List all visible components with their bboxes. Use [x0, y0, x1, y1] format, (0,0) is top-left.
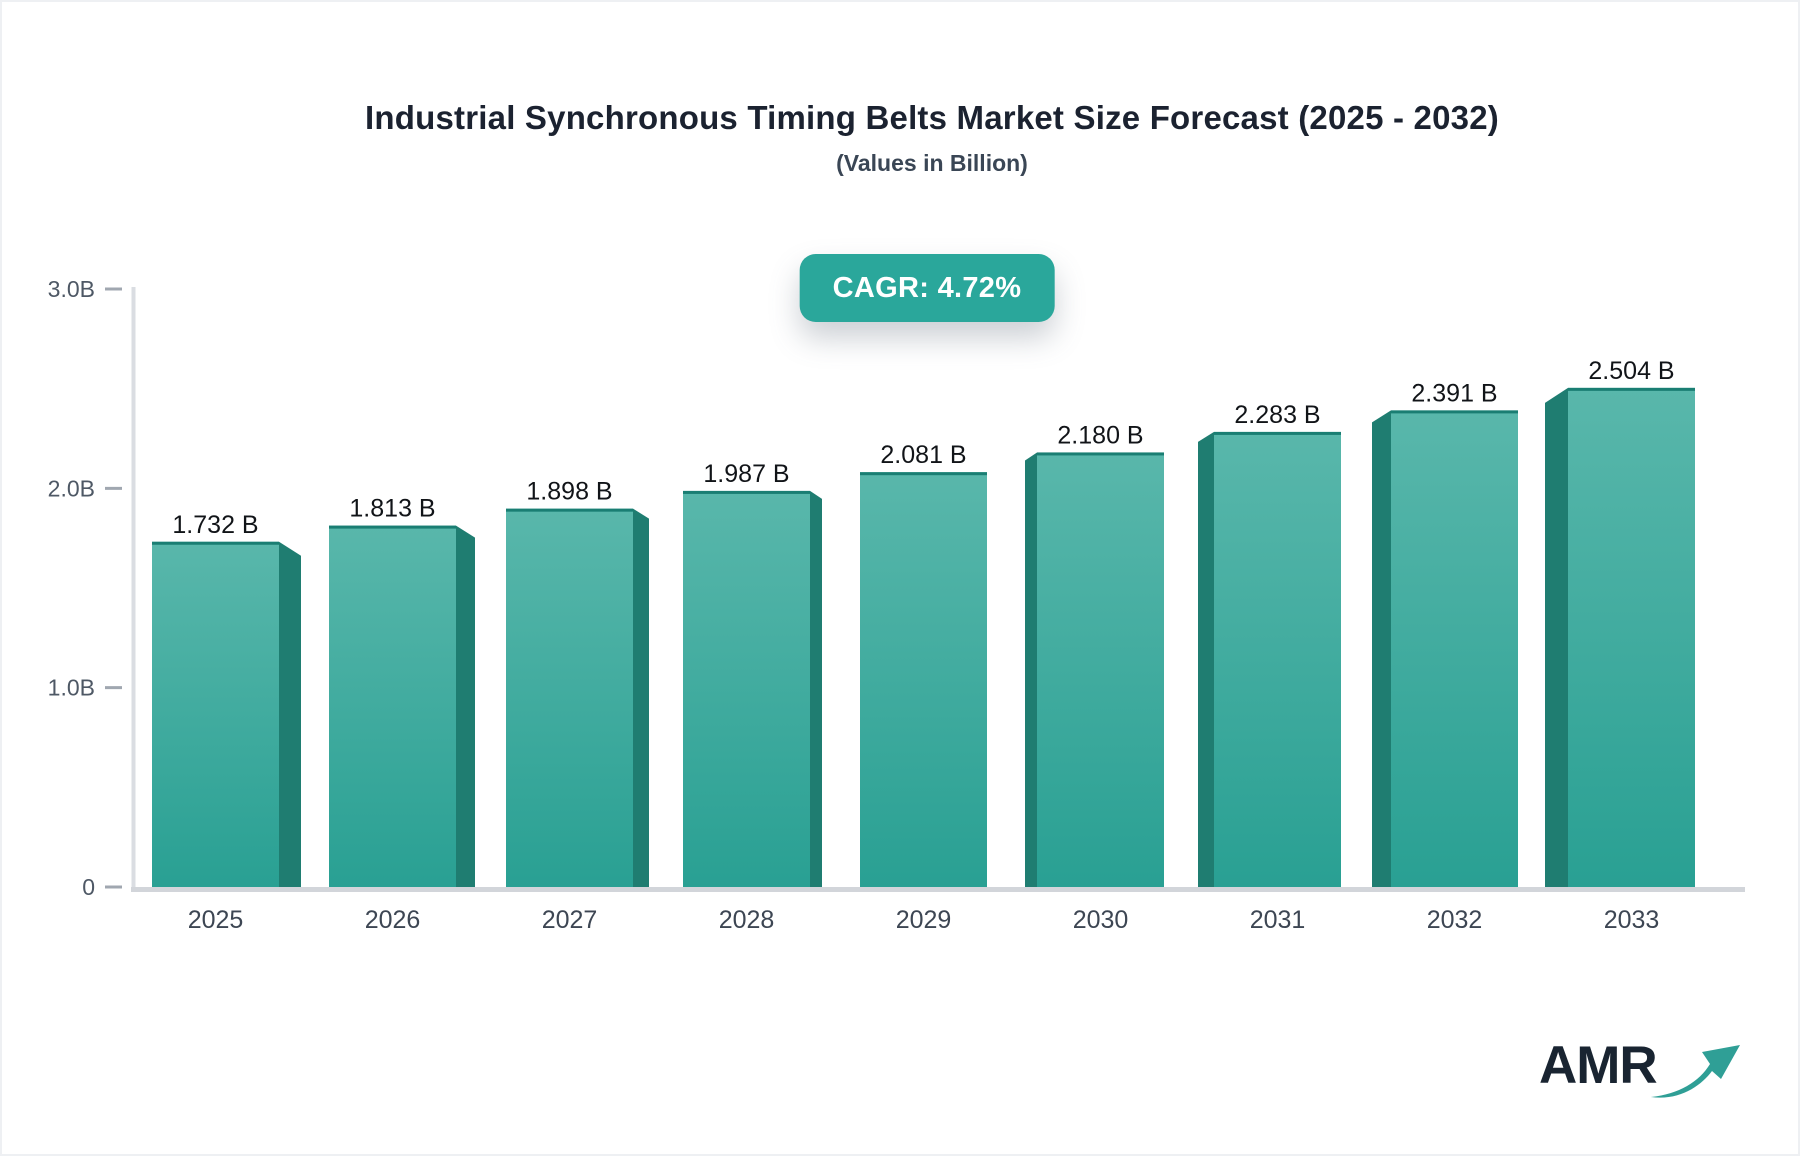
- chart-subtitle: (Values in Billion): [836, 150, 1028, 176]
- bar-top-edge: [1391, 410, 1518, 414]
- bar-side-face: [633, 508, 649, 887]
- bar-2025: 1.732 B 2025: [152, 511, 301, 934]
- y-axis-label: 3.0B: [48, 276, 95, 302]
- x-axis-label: 2027: [542, 906, 598, 934]
- x-axis-label: 2030: [1073, 906, 1129, 934]
- bar-2026: 1.813 B 2026: [329, 495, 475, 934]
- bar-side-face: [810, 490, 822, 887]
- bar-front-face: [1214, 431, 1341, 887]
- bar-value-label: 2.081 B: [880, 441, 966, 469]
- cagr-badge: CAGR: 4.72%: [799, 254, 1055, 322]
- x-axis-label: 2026: [365, 906, 421, 934]
- amr-logo: AMR: [1539, 1037, 1744, 1103]
- x-axis-label: 2031: [1250, 906, 1306, 934]
- bar-value-label: 1.898 B: [526, 478, 612, 506]
- y-axis-label: 2.0B: [48, 475, 95, 501]
- y-axis-label: 1.0B: [48, 675, 95, 701]
- bar-top-edge: [683, 490, 810, 494]
- bar-value-label: 2.283 B: [1234, 401, 1320, 429]
- y-axis-label: 0: [82, 874, 95, 900]
- bar-front-face: [1037, 452, 1164, 887]
- bar-2033: 2.504 B 2033: [1545, 357, 1695, 934]
- bar-side-face: [1545, 387, 1568, 887]
- bar-front-face: [683, 490, 810, 887]
- x-axis-label: 2028: [719, 906, 775, 934]
- bar-top-edge: [860, 472, 987, 476]
- growth-arrow-path: [1650, 1045, 1740, 1098]
- bar-value-label: 2.180 B: [1057, 421, 1143, 449]
- bar-front-face: [506, 508, 633, 887]
- growth-arrow-icon: [1650, 1045, 1740, 1098]
- bar-2028: 1.987 B 2028: [683, 460, 822, 934]
- x-axis-label: 2029: [896, 906, 952, 934]
- bar-side-face: [456, 525, 475, 887]
- bar-front-face: [1568, 387, 1695, 887]
- bar-top-edge: [1568, 387, 1695, 391]
- bar-value-label: 1.732 B: [172, 511, 258, 539]
- bar-2032: 2.391 B 2032: [1372, 379, 1518, 934]
- bar-value-label: 2.391 B: [1411, 379, 1497, 407]
- x-axis-label: 2032: [1427, 906, 1483, 934]
- bar-2031: 2.283 B 2031: [1198, 401, 1341, 934]
- bar-2030: 2.180 B 2030: [1025, 421, 1164, 934]
- chart-title: Industrial Synchronous Timing Belts Mark…: [365, 99, 1499, 136]
- bar-front-face: [152, 541, 279, 887]
- bar-top-edge: [1214, 431, 1341, 435]
- amr-logo-text: AMR: [1539, 1036, 1658, 1095]
- bar-top-edge: [1037, 452, 1164, 456]
- bar-top-edge: [329, 525, 456, 529]
- bar-value-label: 2.504 B: [1588, 357, 1674, 385]
- bar-front-face: [860, 472, 987, 887]
- bar-value-label: 1.813 B: [349, 495, 435, 523]
- bar-front-face: [329, 525, 456, 887]
- bar-side-face: [1198, 431, 1214, 887]
- bar-2027: 1.898 B 2027: [506, 478, 649, 934]
- x-axis-label: 2033: [1604, 906, 1660, 934]
- bar-2029: 2.081 B 2029: [860, 441, 987, 934]
- bar-top-edge: [506, 508, 633, 512]
- bar-side-face: [1372, 410, 1391, 887]
- bar-top-edge: [152, 541, 279, 545]
- bar-side-face: [279, 541, 301, 887]
- bar-value-label: 1.987 B: [703, 460, 789, 488]
- bar-side-face: [1025, 452, 1037, 887]
- bar-front-face: [1391, 410, 1518, 887]
- x-axis-label: 2025: [188, 906, 244, 934]
